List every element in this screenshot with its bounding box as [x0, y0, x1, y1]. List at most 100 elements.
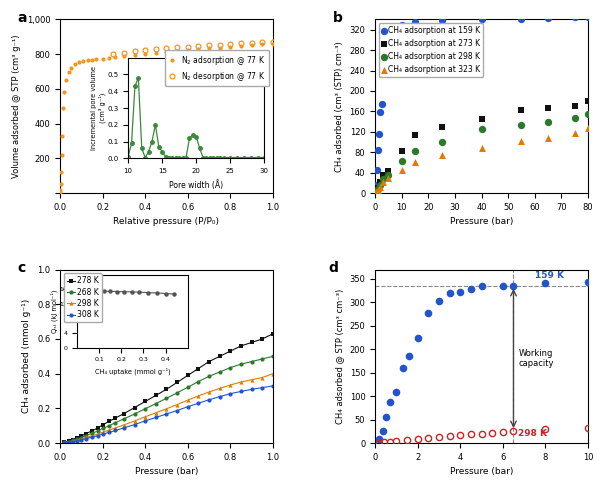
308 K	[173, 408, 181, 413]
268 K	[131, 411, 138, 417]
268 K	[227, 365, 234, 371]
CH₄ adsorption at 159 K	[371, 185, 380, 193]
N$_2$ desorption @ 77 K	[248, 40, 255, 46]
CH₄ adsorption at 273 K	[383, 167, 393, 174]
268 K	[99, 426, 106, 431]
N$_2$ desorption @ 77 K	[227, 41, 234, 47]
CH₄ adsorption at 323 K	[410, 159, 420, 167]
308 K	[227, 391, 234, 396]
CH₄ adsorption at 273 K	[517, 107, 526, 114]
N$_2$ adsorption @ 77 K	[120, 54, 127, 59]
N$_2$ adsorption @ 77 K	[195, 46, 202, 52]
Line: N$_2$ adsorption @ 77 K: N$_2$ adsorption @ 77 K	[58, 42, 275, 194]
Text: 298 K: 298 K	[518, 429, 547, 438]
CH₄ adsorption at 159 K	[410, 18, 420, 25]
278 K	[205, 358, 212, 364]
308 K	[88, 434, 95, 440]
N$_2$ adsorption @ 77 K	[57, 187, 64, 192]
Line: 268 K: 268 K	[62, 354, 275, 445]
298 K	[77, 436, 85, 442]
308 K	[82, 436, 89, 442]
CH₄ adsorption at 159 K	[517, 15, 526, 23]
CH₄ adsorption at 323 K	[517, 137, 526, 145]
308 K	[269, 383, 277, 389]
278 K	[248, 339, 255, 345]
CH₄ adsorption at 159 K	[376, 109, 385, 116]
CH₄ adsorption at 273 K	[570, 102, 580, 110]
CH₄ adsorption at 273 K	[543, 104, 553, 112]
278 K	[112, 415, 119, 421]
308 K	[163, 411, 170, 417]
N$_2$ desorption @ 77 K	[195, 43, 202, 49]
CH₄ adsorption at 298 K	[371, 188, 380, 196]
CH₄ adsorption at 323 K	[371, 188, 380, 196]
Text: Working
capacity: Working capacity	[519, 349, 554, 368]
Text: 159 K: 159 K	[535, 271, 564, 280]
N$_2$ adsorption @ 77 K	[88, 57, 95, 63]
298 K	[184, 397, 191, 403]
CH₄ adsorption at 273 K	[376, 178, 385, 186]
268 K	[259, 356, 266, 362]
Legend: 278 K, 268 K, 298 K, 308 K: 278 K, 268 K, 298 K, 308 K	[64, 273, 102, 322]
268 K	[205, 374, 212, 379]
N$_2$ adsorption @ 77 K	[205, 46, 212, 52]
CH₄ adsorption at 159 K	[543, 15, 553, 22]
CH₄ adsorption at 159 K	[477, 16, 487, 23]
CH₄ adsorption at 298 K	[383, 171, 393, 179]
N$_2$ adsorption @ 77 K	[99, 56, 106, 62]
N$_2$ desorption @ 77 K	[152, 46, 160, 52]
308 K	[142, 418, 149, 424]
278 K	[106, 418, 113, 424]
CH₄ adsorption at 298 K	[376, 181, 385, 189]
Y-axis label: Volume adsorbed @ STP (cm³ g⁻¹): Volume adsorbed @ STP (cm³ g⁻¹)	[12, 35, 21, 178]
298 K	[216, 386, 223, 392]
N$_2$ adsorption @ 77 K	[238, 43, 245, 49]
CH₄ adsorption at 159 K	[374, 131, 384, 138]
Text: c: c	[17, 261, 26, 275]
N$_2$ adsorption @ 77 K	[59, 133, 66, 139]
CH₄ adsorption at 273 K	[373, 184, 383, 192]
N$_2$ desorption @ 77 K	[238, 40, 245, 46]
N$_2$ adsorption @ 77 K	[57, 181, 64, 187]
CH₄ adsorption at 273 K	[371, 189, 380, 197]
CH₄ adsorption at 159 K	[371, 182, 381, 189]
278 K	[195, 366, 202, 372]
298 K	[120, 422, 127, 428]
CH₄ adsorption at 159 K	[397, 20, 407, 28]
CH₄ adsorption at 159 K	[389, 27, 398, 35]
Y-axis label: CH₄ adsorbed @ STP (cm³ cm⁻³): CH₄ adsorbed @ STP (cm³ cm⁻³)	[335, 289, 344, 424]
308 K	[95, 432, 102, 438]
CH₄ adsorption at 159 K	[392, 23, 401, 31]
CH₄ adsorption at 323 K	[378, 178, 388, 186]
CH₄ adsorption at 298 K	[397, 158, 407, 166]
CH₄ adsorption at 159 K	[383, 38, 393, 46]
298 K	[61, 440, 68, 446]
298 K	[238, 379, 245, 385]
N$_2$ desorption @ 77 K	[259, 39, 266, 45]
278 K	[152, 393, 160, 398]
308 K	[99, 431, 106, 437]
308 K	[259, 385, 266, 391]
CH₄ adsorption at 159 K	[386, 28, 396, 36]
278 K	[216, 354, 223, 359]
268 K	[120, 416, 127, 422]
278 K	[259, 336, 266, 342]
Text: d: d	[328, 261, 338, 275]
278 K	[163, 386, 170, 392]
CH₄ adsorption at 323 K	[373, 186, 383, 193]
Y-axis label: CH₄ adsorbed (mmol g⁻¹): CH₄ adsorbed (mmol g⁻¹)	[22, 299, 31, 413]
N$_2$ adsorption @ 77 K	[76, 59, 83, 65]
N$_2$ desorption @ 77 K	[205, 42, 212, 48]
Line: 278 K: 278 K	[62, 332, 275, 444]
268 K	[112, 420, 119, 426]
CH₄ adsorption at 298 K	[583, 110, 593, 118]
278 K	[61, 439, 68, 445]
278 K	[131, 405, 138, 411]
N$_2$ desorption @ 77 K	[142, 47, 149, 53]
308 K	[216, 393, 223, 399]
278 K	[142, 398, 149, 404]
278 K	[269, 331, 277, 337]
CH₄ adsorption at 159 K	[437, 16, 446, 24]
CH₄ adsorption at 323 K	[397, 166, 407, 174]
Text: a: a	[17, 11, 27, 25]
